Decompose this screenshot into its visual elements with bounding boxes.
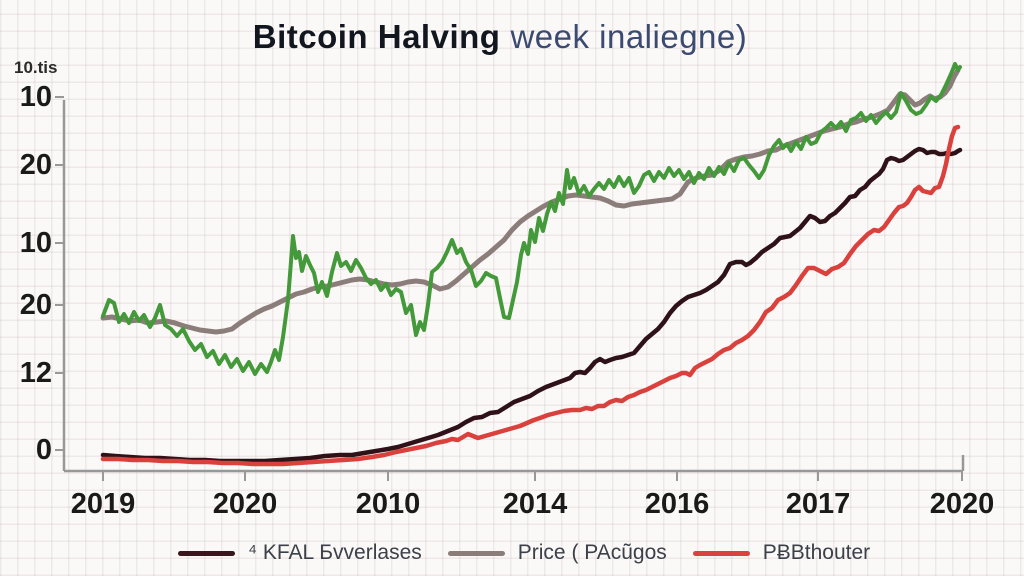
- legend-swatch-0: [178, 550, 235, 556]
- x-tick-label-0: 2019: [70, 488, 136, 520]
- chart-title-main: Bitcoin Halving: [252, 18, 501, 55]
- legend-swatch-2: [692, 550, 750, 556]
- x-tick-label-5: 2017: [785, 488, 851, 520]
- legend-item-0: ⁴ KFAL Бvverlases: [178, 541, 422, 565]
- series-line-dark: [100, 146, 963, 464]
- y-tick-label-5: 0: [35, 434, 52, 466]
- x-tick-label-6: 2020: [929, 488, 995, 520]
- legend-swatch-1: [447, 550, 505, 556]
- x-tick-label-1: 2020: [212, 488, 278, 520]
- series-line-green: [101, 62, 962, 376]
- legend-item-1: Price ( PAcũgos: [447, 541, 667, 565]
- x-tick-label-3: 2014: [502, 488, 568, 520]
- legend-item-2: PɃBthouter: [692, 541, 871, 565]
- chart-legend: ⁴ KFAL Бvverlases Price ( PAcũgos PɃBthout…: [178, 538, 870, 568]
- legend-label-0: ⁴ KFAL Бvverlases: [248, 541, 422, 564]
- legend-label-2: PɃBthouter: [762, 541, 871, 564]
- y-tick-label-4: 12: [19, 357, 52, 389]
- chart-title-sub: week inaliegne): [510, 18, 748, 55]
- y-tick-label-2: 10: [19, 227, 52, 259]
- legend-label-1: Price ( PAcũgos: [517, 541, 667, 564]
- y-axis-unit-label: 10.tis: [14, 58, 58, 77]
- series-line-red: [100, 124, 961, 467]
- y-tick-label-0: 10: [19, 81, 52, 113]
- y-tick-label-3: 20: [19, 289, 52, 321]
- series-line-gray: [100, 67, 961, 335]
- x-tick-label-2: 2010: [355, 488, 421, 520]
- y-tick-label-1: 20: [19, 149, 52, 181]
- chart-title: Bitcoin Halving week inaliegne): [0, 18, 1000, 56]
- x-tick-label-4: 2016: [644, 488, 710, 520]
